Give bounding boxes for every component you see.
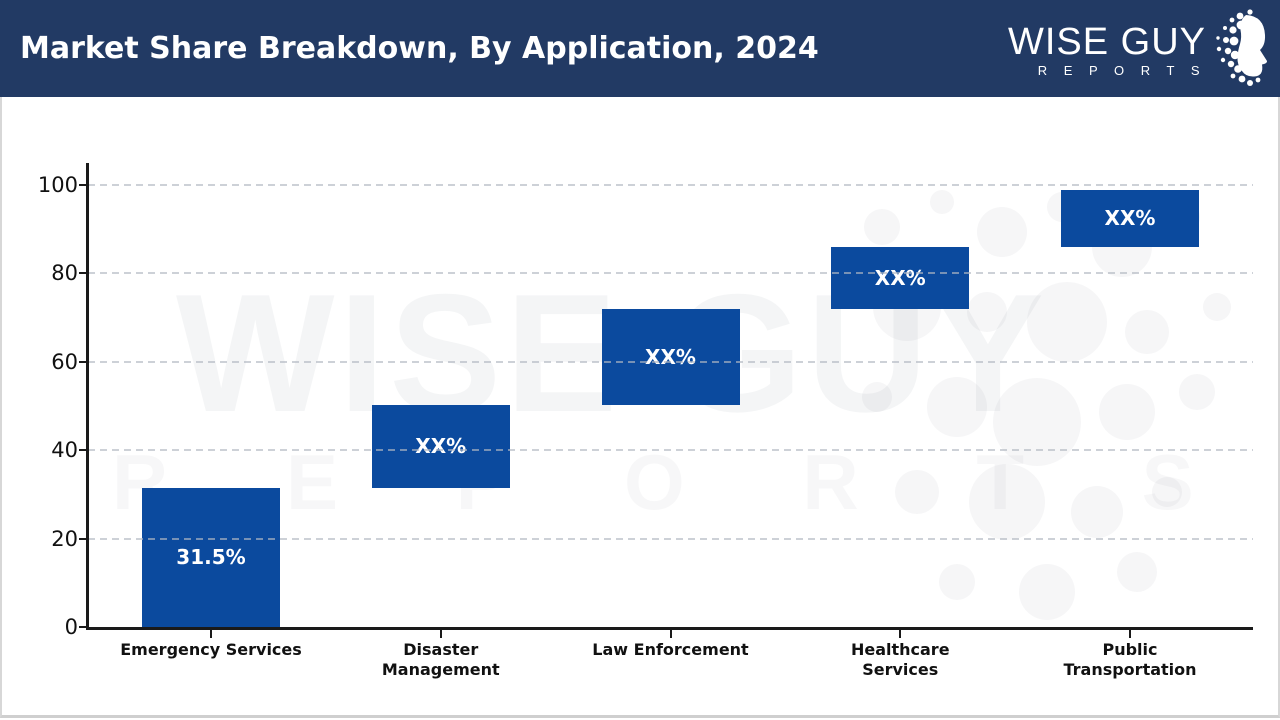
bar-healthcare-services: XX% xyxy=(831,246,970,310)
bar-value-label: XX% xyxy=(874,265,926,290)
bar-value-label: XX% xyxy=(645,344,696,369)
y-axis-line xyxy=(86,163,89,630)
y-tick-mark xyxy=(79,449,87,452)
logo-text: WISE GUY R E P O R T S xyxy=(1008,22,1206,79)
bar-emergency-services: 31.5% xyxy=(142,487,280,627)
y-tick-mark xyxy=(79,537,87,540)
bar-disaster-management: XX% xyxy=(371,404,510,488)
gridline-40 xyxy=(88,449,1253,452)
gridline-60 xyxy=(88,360,1253,363)
watermark-head-icon xyxy=(862,190,1231,620)
y-tick-mark xyxy=(79,626,87,628)
logo-wordmark: WISE GUY xyxy=(1007,21,1206,63)
gridline-80 xyxy=(88,272,1253,275)
page-title: Market Share Breakdown, By Application, … xyxy=(20,31,819,66)
y-tick-label: 80 xyxy=(51,261,78,286)
x-axis-line xyxy=(86,627,1253,630)
y-tick-label: 60 xyxy=(51,349,78,374)
x-category-label-law-enforcement: Law Enforcement xyxy=(592,640,749,659)
y-tick-label: 20 xyxy=(51,526,78,551)
bar-law-enforcement: XX% xyxy=(601,309,740,405)
x-category-label-healthcare-services: Healthcare Services xyxy=(850,640,950,679)
header: Market Share Breakdown, By Application, … xyxy=(0,0,1280,97)
bar-value-label: 31.5% xyxy=(176,545,246,570)
bar-value-label: XX% xyxy=(415,434,467,459)
y-tick-mark xyxy=(79,360,87,363)
y-tick-label: 40 xyxy=(51,438,78,463)
x-tick-mark xyxy=(1129,630,1131,638)
y-tick-mark xyxy=(79,272,87,275)
y-tick-label: 100 xyxy=(37,173,78,198)
gridline-20 xyxy=(88,537,1253,540)
x-tick-mark xyxy=(210,630,212,638)
y-tick-label: 0 xyxy=(64,615,78,639)
y-tick-mark xyxy=(79,184,87,187)
x-tick-mark xyxy=(899,630,902,638)
logo-subtext: R E P O R T S xyxy=(1037,63,1206,78)
x-category-label-disaster-management: Disaster Management xyxy=(381,640,500,679)
wiseguy-logo: WISE GUY R E P O R T S xyxy=(1008,6,1272,92)
x-category-label-public-transportation: Public Transportation xyxy=(1063,640,1197,679)
x-tick-mark xyxy=(669,630,672,638)
gridline-100 xyxy=(88,184,1253,187)
bar-public-transportation: XX% xyxy=(1061,189,1199,247)
wiseguy-head-icon xyxy=(1216,9,1268,86)
x-category-label-emergency-services: Emergency Services xyxy=(120,640,302,659)
bar-value-label: XX% xyxy=(1104,206,1156,230)
x-tick-mark xyxy=(439,630,442,638)
